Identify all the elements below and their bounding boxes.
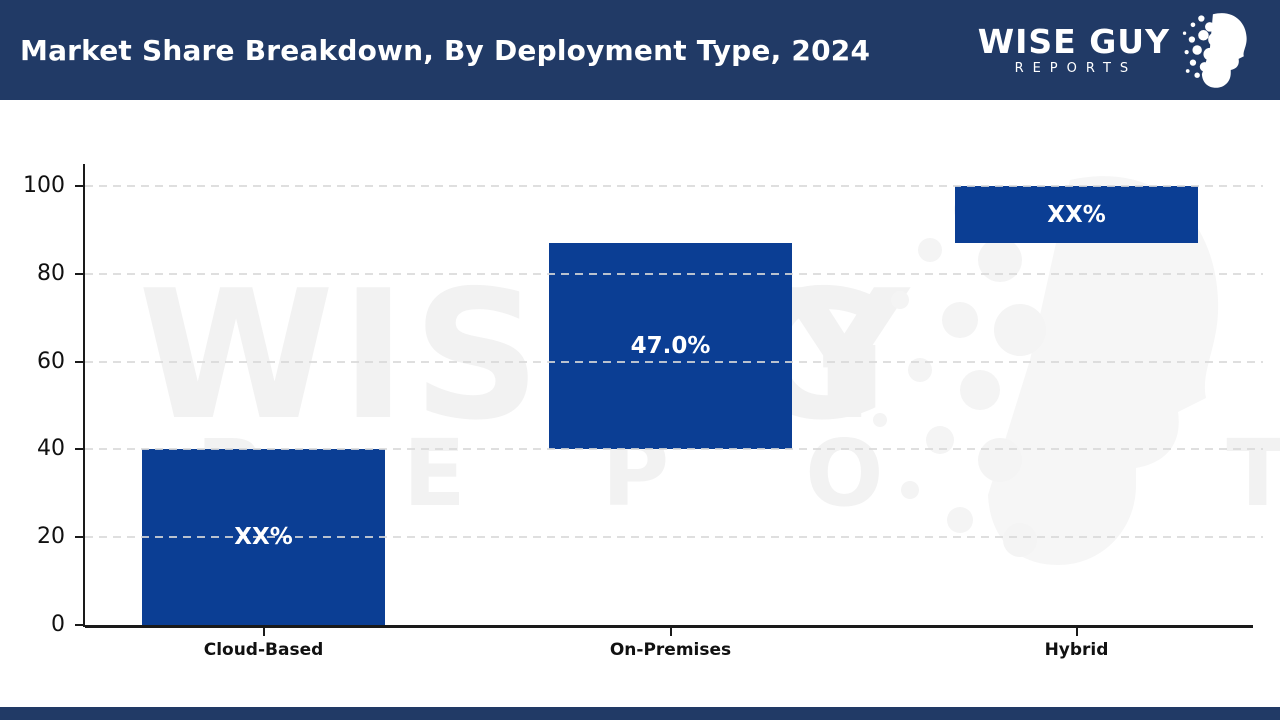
x-category-label: Hybrid (1044, 640, 1109, 660)
logo-text-reports: REPORTS (1014, 61, 1138, 76)
gridline-100 (85, 185, 1263, 187)
x-category-label: On-Premises (609, 640, 732, 660)
y-tick-mark (75, 448, 83, 451)
y-tick-mark (75, 624, 83, 626)
watermark-text-y: Y (780, 252, 909, 459)
gridline-60 (85, 360, 1263, 363)
wise-guy-reports-logo: WISE GUY REPORTS (978, 8, 1254, 92)
gridline-40 (85, 448, 1263, 451)
bar-hybrid (955, 186, 1198, 244)
y-tick-label: 80 (37, 260, 65, 286)
bar-value-label: 47.0% (630, 333, 711, 360)
y-tick-label: 0 (51, 612, 65, 637)
logo-wordmark: WISE GUY REPORTS (978, 25, 1170, 75)
x-tick-mark (262, 628, 265, 636)
y-tick-label: 100 (23, 173, 65, 198)
gridline-20 (85, 536, 1263, 539)
gridline-80 (85, 272, 1263, 275)
y-tick-mark (75, 536, 83, 539)
logo-head-icon (1182, 13, 1247, 88)
y-tick-label: 40 (37, 436, 65, 462)
y-axis-line (83, 164, 85, 627)
x-category-label: Cloud-Based (203, 640, 324, 660)
chart-title: Market Share Breakdown, By Deployment Ty… (20, 33, 871, 67)
y-tick-mark (75, 185, 83, 187)
y-tick-label: 20 (37, 524, 65, 550)
x-tick-mark (669, 628, 672, 636)
footer-bar (0, 707, 1280, 720)
y-tick-label: 60 (37, 348, 65, 374)
x-axis-line (85, 625, 1253, 628)
bar-value-label: XX% (234, 524, 293, 551)
header-bar: Market Share Breakdown, By Deployment Ty… (0, 0, 1280, 100)
bar-value-label: XX% (1047, 201, 1106, 228)
logo-text-wise-guy: WISE GUY (977, 22, 1170, 61)
y-tick-mark (75, 360, 83, 363)
bar-on-premises (549, 243, 792, 450)
x-tick-mark (1075, 628, 1078, 636)
y-tick-mark (75, 272, 83, 275)
